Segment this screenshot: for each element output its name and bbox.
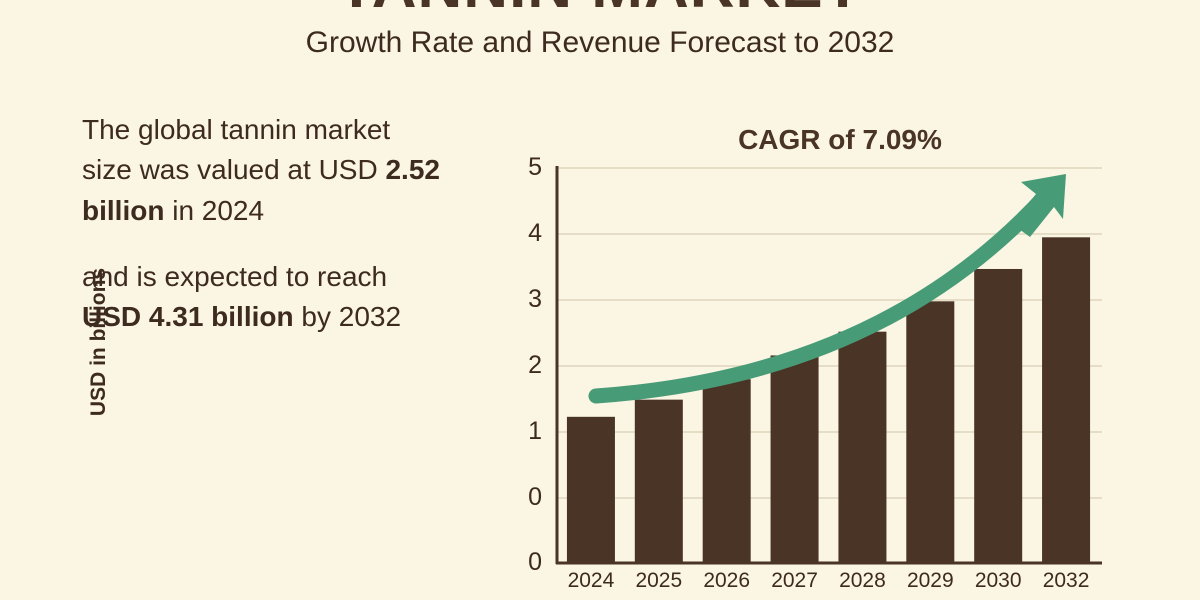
bar [634, 399, 683, 563]
x-axis-tick-label: 2027 [771, 569, 818, 592]
narrative-p2-tail: by 2032 [293, 301, 402, 333]
y-axis-tick-label: 1 [528, 417, 542, 445]
bar [566, 416, 615, 563]
x-axis-tick-label: 2025 [635, 569, 683, 592]
narrative-p1-tail: in 2024 [164, 194, 265, 226]
page-title: TANNIN MARKET [0, 0, 1200, 19]
x-axis-tick-label: 2032 [1042, 569, 1090, 592]
growth-trend-arrow [588, 174, 1066, 404]
narrative-p1-emphasis: 2.52 billion [82, 154, 440, 226]
y-axis-tick-label: 3 [528, 285, 542, 313]
bar [906, 301, 955, 563]
bar [1042, 237, 1091, 564]
y-axis-tick-label: 0 [528, 483, 542, 511]
y-axis-tick-label-baseline: 0 [528, 548, 542, 576]
chart-title-cagr: CAGR of 7.09% [738, 124, 942, 155]
x-axis-tick-label: 2029 [906, 569, 954, 592]
chart-bars [566, 237, 1091, 564]
y-axis-tick-label: 5 [528, 153, 542, 181]
narrative-paragraph-1: The global tannin market size was valued… [82, 110, 442, 231]
x-axis-tick-label: 2028 [839, 569, 886, 592]
y-axis-tick-label: 2 [528, 351, 542, 379]
narrative-block: The global tannin market size was valued… [82, 110, 442, 338]
narrative-p2-lead: and is expected to reach [82, 260, 388, 292]
infographic-header: TANNIN MARKET Growth Rate and Revenue Fo… [0, 0, 1200, 78]
bar [702, 379, 751, 563]
x-axis-tick-label: 2030 [974, 569, 1022, 592]
page-subtitle: Growth Rate and Revenue Forecast to 2032 [305, 26, 895, 59]
x-axis-tick-label: 2026 [703, 569, 751, 592]
y-axis-tick-label: 4 [528, 219, 542, 247]
bar [838, 331, 887, 563]
x-axis-tick-label: 2024 [567, 569, 615, 592]
narrative-p1-lead: The global tannin market size was valued… [82, 114, 391, 186]
narrative-paragraph-2: and is expected to reach USD 4.31 billio… [82, 257, 442, 338]
narrative-p2-emphasis: USD 4.31 billion [82, 301, 294, 333]
chart-axes [555, 166, 1102, 565]
bar [770, 355, 819, 563]
bar [974, 268, 1023, 563]
